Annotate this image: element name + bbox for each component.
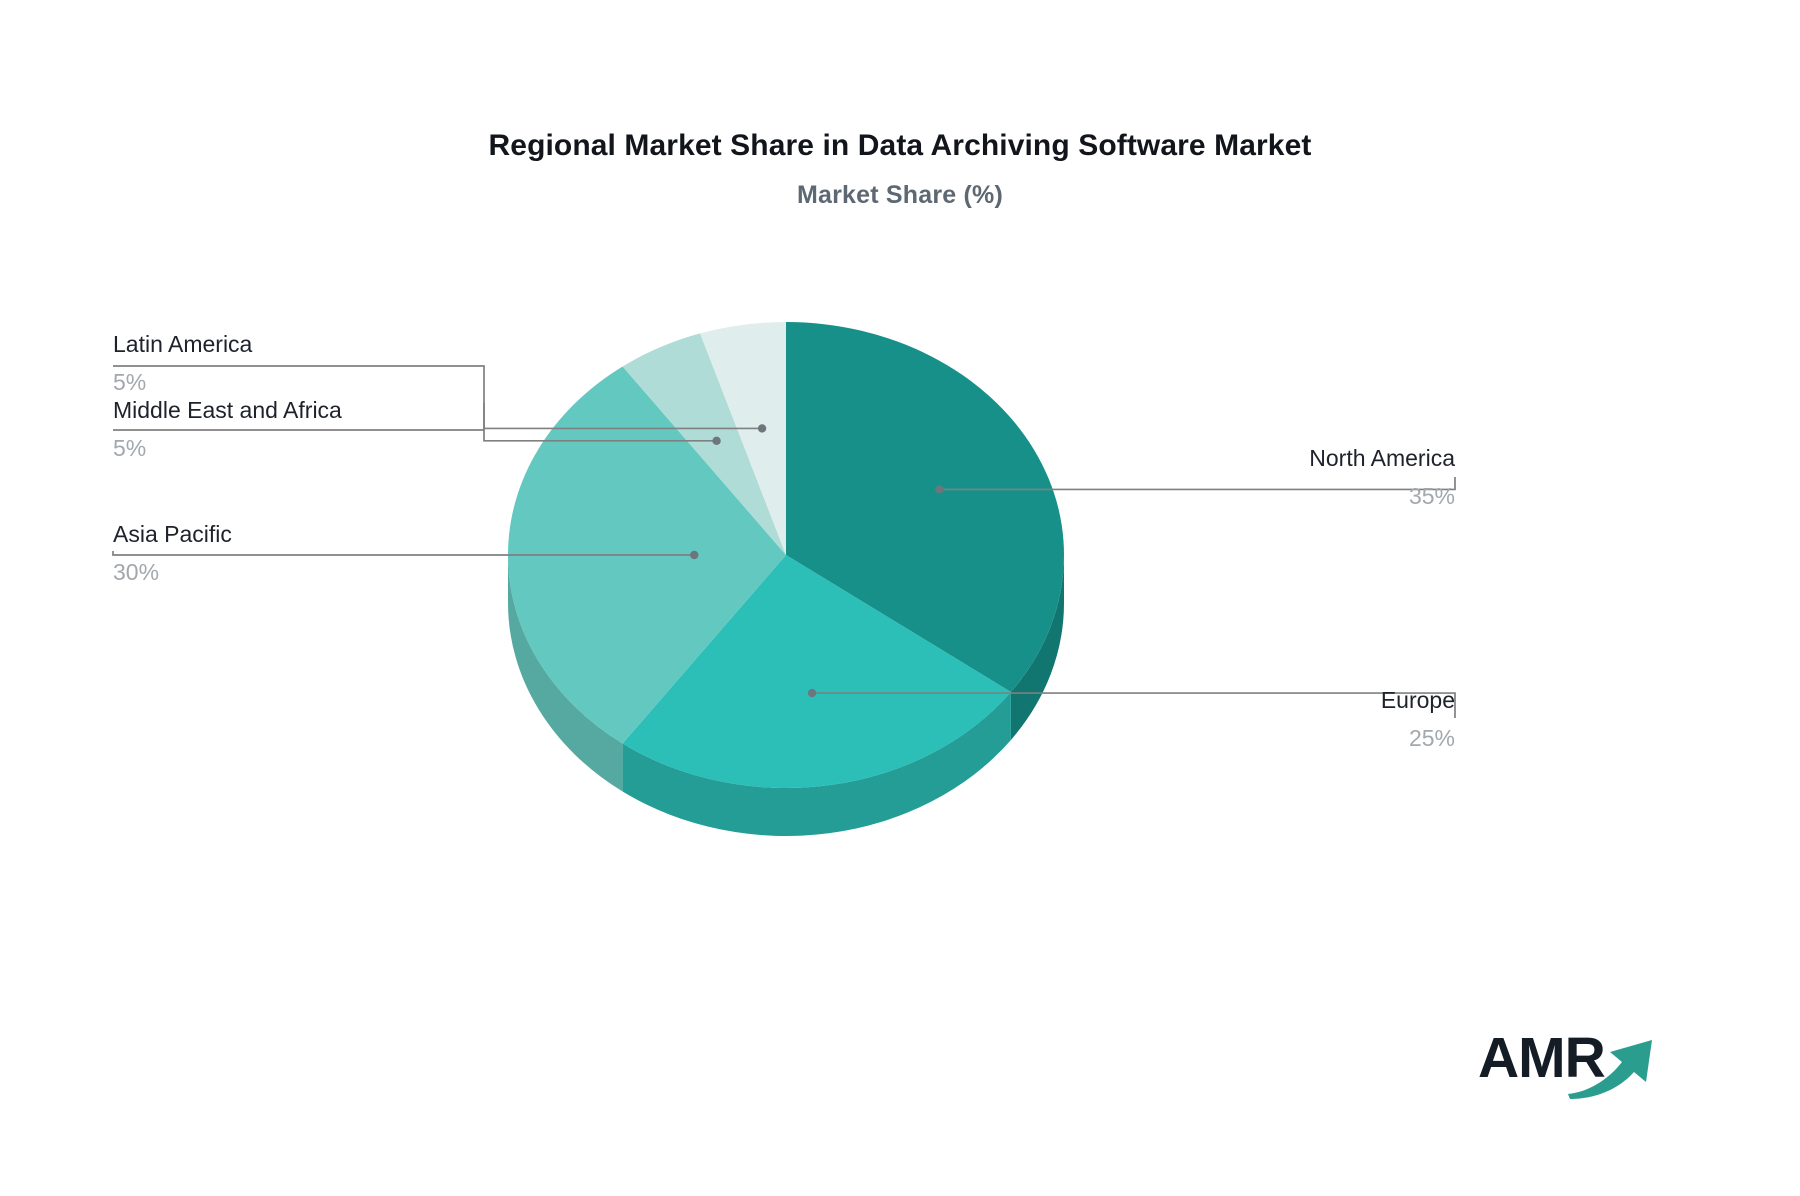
- label-latin-america-value: 5%: [113, 369, 147, 396]
- label-europe-value: 25%: [1408, 725, 1455, 752]
- amr-logo: AMR: [1478, 1030, 1653, 1102]
- leader-line-dot: [690, 550, 699, 560]
- label-asia-pacific: Asia Pacific 30%: [113, 520, 232, 588]
- label-north-america-name: North America: [1309, 445, 1455, 471]
- label-europe: Europe 25%: [1381, 686, 1455, 754]
- label-europe-name: Europe: [1380, 687, 1455, 713]
- label-asia-pacific-name: Asia Pacific: [113, 521, 232, 547]
- leader-lines: [112, 365, 1456, 718]
- leader-line: [113, 365, 763, 430]
- pie-slice-north-america[interactable]: [786, 322, 1064, 692]
- label-latin-america-name: Latin America: [113, 331, 253, 357]
- upward-arrow-swoosh-icon: [1568, 1040, 1652, 1099]
- label-latin-america: Latin America 5%: [113, 330, 252, 398]
- label-north-america: North America 35%: [1309, 444, 1455, 512]
- leader-line: [112, 551, 695, 556]
- leader-line-dot: [757, 424, 767, 433]
- pie-slice-europe[interactable]: [622, 555, 1011, 788]
- label-north-america-value: 35%: [1408, 483, 1455, 510]
- leader-line-dot: [807, 688, 817, 698]
- leader-line-dot: [935, 485, 944, 494]
- pie-slice-side: [622, 691, 1011, 837]
- pie-slice-latin-america[interactable]: [700, 322, 786, 555]
- label-middle-east-and-africa-name: Middle East and Africa: [113, 397, 342, 423]
- label-middle-east-and-africa: Middle East and Africa 5%: [113, 396, 342, 464]
- label-middle-east-and-africa-value: 5%: [113, 435, 147, 462]
- pie-slice-middle-east-and-africa[interactable]: [622, 333, 786, 555]
- amr-logo-text: AMR: [1478, 1026, 1606, 1090]
- leader-line: [113, 403, 717, 442]
- label-asia-pacific-value: 30%: [113, 559, 160, 586]
- leader-line: [812, 692, 1456, 718]
- pie-slice-side: [508, 555, 623, 792]
- leader-line: [939, 477, 1456, 491]
- leader-line-dot: [712, 436, 721, 446]
